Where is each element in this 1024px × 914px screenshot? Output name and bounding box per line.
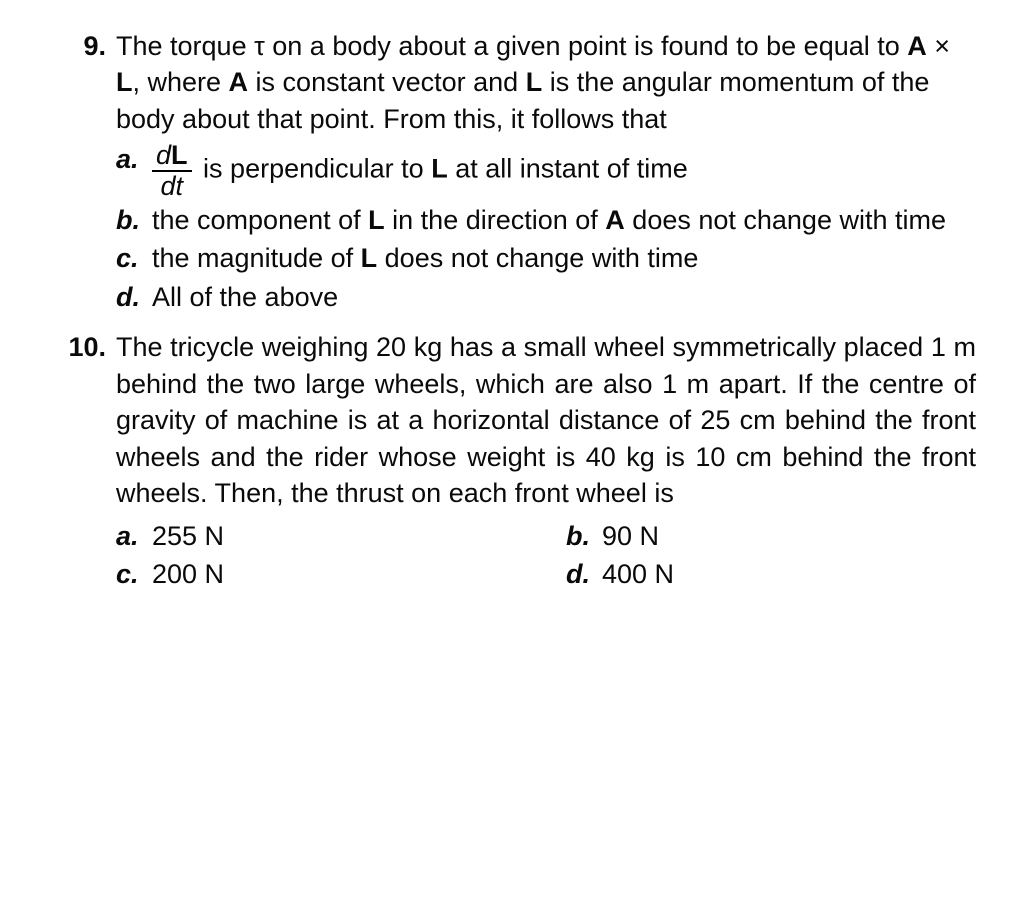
q10-option-a: a. 255 N: [116, 518, 526, 554]
q9-opt-d-text: All of the above: [152, 279, 976, 315]
q9-L2: L: [526, 67, 543, 97]
q10-row: 10. The tricycle weighing 20 kg has a sm…: [48, 329, 976, 592]
q9-A2: A: [229, 67, 249, 97]
q9-stem: The torque τ on a body about a given poi…: [116, 28, 976, 137]
q10-opt-d-text: 400 N: [602, 556, 976, 592]
q9-option-c: c. the magnitude of L does not change wi…: [116, 240, 976, 276]
q9-opt-b-t1: the component of: [152, 205, 368, 235]
q9-stem-p4: is constant vector and: [248, 67, 526, 97]
q10-option-b: b. 90 N: [566, 518, 976, 554]
q9-opt-b-text: the component of L in the direction of A…: [152, 202, 976, 238]
q9-opt-b-t2: in the direction of: [385, 205, 606, 235]
q9-tau: τ: [254, 31, 265, 61]
q9-opt-a-frac-d: d: [156, 140, 171, 170]
q10-stem: The tricycle weighing 20 kg has a small …: [116, 329, 976, 511]
q9-opt-b-t3: does not change with time: [625, 205, 946, 235]
q10-opt-a-letter: a.: [116, 518, 152, 554]
q9-opt-a-frac-top: dL: [152, 141, 192, 171]
q10-opt-b-text: 90 N: [602, 518, 976, 554]
q10-option-d: d. 400 N: [566, 556, 976, 592]
q9-A: A: [907, 31, 927, 61]
q9-opt-b-A: A: [605, 205, 625, 235]
q9-opt-a-rest1: is perpendicular to: [203, 154, 431, 184]
q9-opt-a-frac-bot: dt: [152, 172, 192, 200]
q9-option-a: a. dL dt is perpendicular to L at all in…: [116, 141, 976, 200]
q10-opt-c-text: 200 N: [152, 556, 526, 592]
q9-number: 9.: [48, 28, 116, 64]
q9-opt-a-letter: a.: [116, 141, 152, 177]
q9-opt-b-letter: b.: [116, 202, 152, 238]
q9-opt-b-L: L: [368, 205, 385, 235]
question-10: 10. The tricycle weighing 20 kg has a sm…: [48, 329, 976, 592]
q10-options: a. 255 N b. 90 N c. 200 N d. 400 N: [116, 516, 976, 593]
question-9: 9. The torque τ on a body about a given …: [48, 28, 976, 315]
q9-body: The torque τ on a body about a given poi…: [116, 28, 976, 315]
q10-opt-a-text: 255 N: [152, 518, 526, 554]
q9-opt-c-t1: the magnitude of: [152, 243, 361, 273]
q9-opt-a-L: L: [431, 154, 448, 184]
q9-stem-p3: , where: [133, 67, 229, 97]
q9-options: a. dL dt is perpendicular to L at all in…: [116, 141, 976, 315]
page: 9. The torque τ on a body about a given …: [0, 0, 1024, 914]
q9-opt-c-text: the magnitude of L does not change with …: [152, 240, 976, 276]
q9-opt-c-letter: c.: [116, 240, 152, 276]
q9-opt-a-rest2: at all instant of time: [448, 154, 688, 184]
q9-option-b: b. the component of L in the direction o…: [116, 202, 976, 238]
q9-row: 9. The torque τ on a body about a given …: [48, 28, 976, 315]
q9-opt-a-text: dL dt is perpendicular to L at all insta…: [152, 141, 976, 200]
q10-body: The tricycle weighing 20 kg has a small …: [116, 329, 976, 592]
q9-stem-p2: on a body about a given point is found t…: [265, 31, 908, 61]
q9-option-d: d. All of the above: [116, 279, 976, 315]
q9-L: L: [116, 67, 133, 97]
q9-opt-d-letter: d.: [116, 279, 152, 315]
q9-opt-a-fraction: dL dt: [152, 141, 192, 200]
q9-stem-p1: The torque: [116, 31, 254, 61]
q9-opt-c-L: L: [361, 243, 378, 273]
q10-opt-c-letter: c.: [116, 556, 152, 592]
q9-opt-c-t2: does not change with time: [377, 243, 698, 273]
q10-option-c: c. 200 N: [116, 556, 526, 592]
q9-times: ×: [927, 31, 950, 61]
q9-opt-a-frac-L: L: [171, 140, 188, 170]
q10-opt-b-letter: b.: [566, 518, 602, 554]
q10-number: 10.: [48, 329, 116, 365]
q10-opt-d-letter: d.: [566, 556, 602, 592]
